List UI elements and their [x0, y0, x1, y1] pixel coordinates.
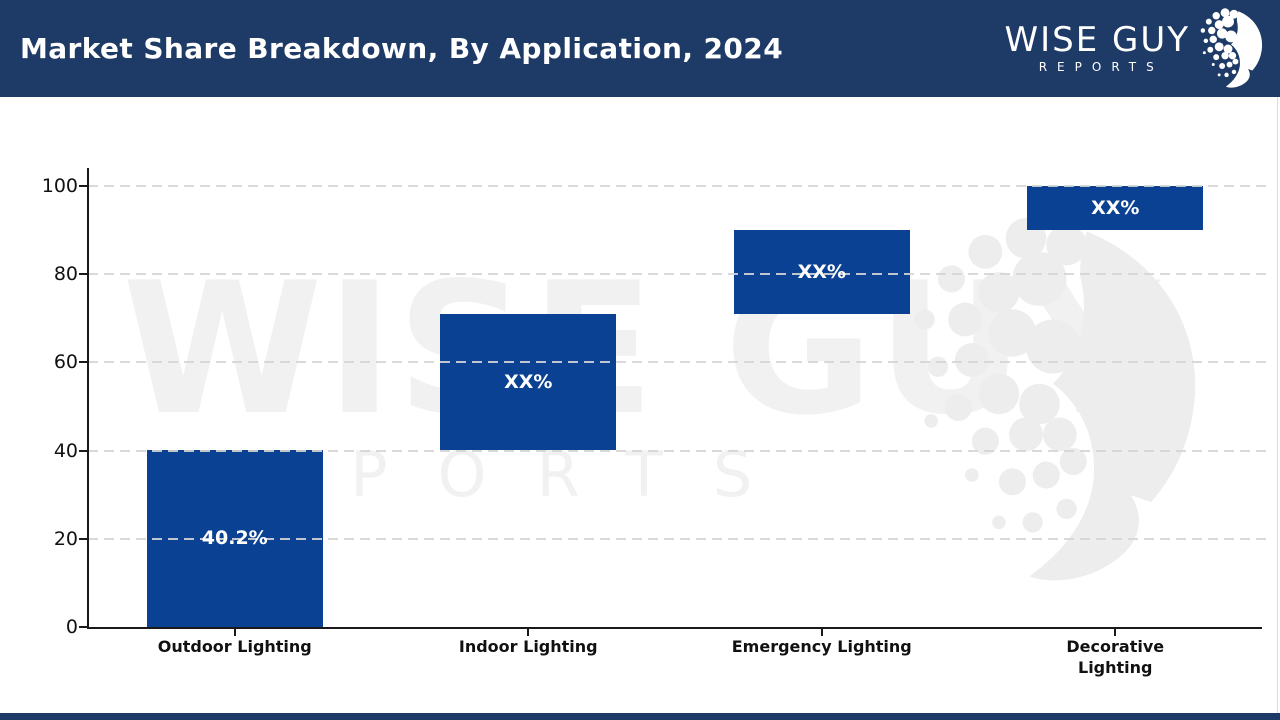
y-tick-label-40: 40: [53, 439, 78, 462]
y-tick-label-100: 100: [41, 175, 78, 197]
y-tick-100: [79, 185, 88, 187]
bar-decorative-lighting: [1027, 186, 1204, 231]
logo-wordmark: WISE GUY: [1004, 20, 1190, 61]
gridline-20: [88, 537, 1268, 540]
x-category-label-outdoor-lighting: Outdoor Lighting: [157, 637, 312, 656]
y-tick-20: [79, 537, 88, 540]
x-category-label-indoor-lighting: Indoor Lighting: [458, 637, 598, 656]
footer-bar: [0, 713, 1280, 720]
y-tick-label-0: 0: [65, 616, 78, 638]
x-tick-emergency-lighting: [820, 627, 823, 636]
y-axis-line: [87, 168, 89, 629]
logo-reports-text: REPORTS: [1038, 60, 1164, 75]
x-tick-outdoor-lighting: [233, 627, 236, 636]
gridline-60: [88, 361, 1268, 364]
x-tick-decorative-lighting: [1114, 627, 1117, 636]
gridline-40: [88, 449, 1268, 452]
y-tick-60: [79, 361, 88, 364]
y-tick-label-80: 80: [53, 263, 78, 286]
bar-emergency-lighting: [733, 230, 910, 314]
bar-value-label: XX%: [504, 370, 553, 393]
y-tick-label-60: 60: [53, 351, 78, 374]
bar-value-label: XX%: [797, 260, 846, 283]
x-axis-line: [87, 627, 1262, 629]
y-tick-80: [79, 273, 88, 276]
bar-indoor-lighting: [440, 313, 617, 450]
page-title: Market Share Breakdown, By Application, …: [20, 32, 784, 65]
x-tick-indoor-lighting: [527, 627, 530, 636]
header-bar: Market Share Breakdown, By Application, …: [0, 0, 1280, 97]
bar-value-label: XX%: [1091, 197, 1140, 220]
gridline-80: [88, 273, 1268, 276]
y-tick-40: [79, 449, 88, 452]
logo-text: WISE GUY REPORTS: [1004, 23, 1190, 74]
y-tick-0: [79, 626, 88, 628]
right-border-line: [1277, 97, 1278, 713]
x-category-label-emergency-lighting: Emergency Lighting: [731, 637, 912, 656]
bar-value-label: 40.2%: [201, 527, 268, 550]
gridline-100: [88, 185, 1268, 187]
y-tick-label-20: 20: [53, 527, 78, 550]
x-category-label-decorative-lighting: Decorative Lighting: [1066, 637, 1165, 677]
wise-guy-reports-logo: WISE GUY REPORTS: [1004, 8, 1268, 90]
logo-head-icon: [1200, 8, 1263, 88]
